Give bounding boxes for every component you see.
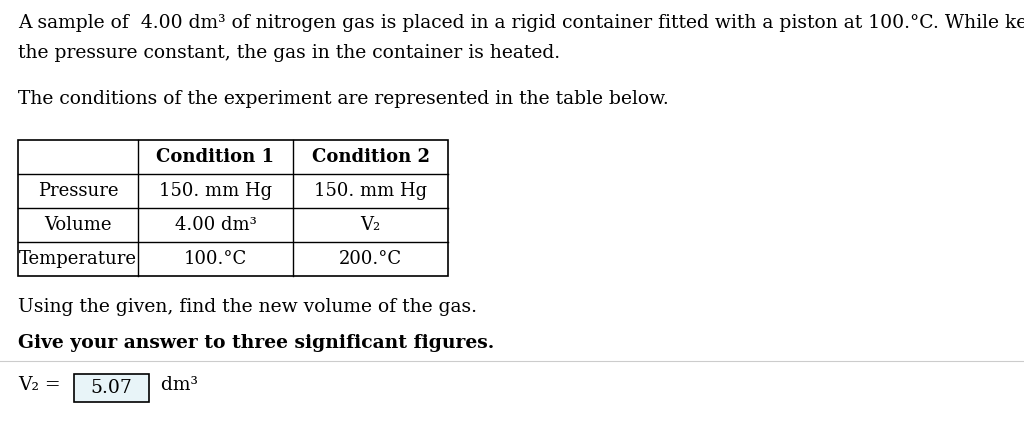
Text: 150. mm Hg: 150. mm Hg <box>314 182 427 200</box>
Text: Volume: Volume <box>44 216 112 234</box>
Text: Pressure: Pressure <box>38 182 118 200</box>
Text: the pressure constant, the gas in the container is heated.: the pressure constant, the gas in the co… <box>18 44 560 62</box>
Text: dm³: dm³ <box>155 376 198 394</box>
Text: Condition 2: Condition 2 <box>311 148 429 166</box>
Text: 200.°C: 200.°C <box>339 250 402 268</box>
Text: Give your answer to three significant figures.: Give your answer to three significant fi… <box>18 334 495 352</box>
Bar <box>74 374 150 402</box>
Text: 5.07: 5.07 <box>90 379 132 397</box>
Text: Condition 1: Condition 1 <box>157 148 274 166</box>
Bar <box>18 140 449 276</box>
Text: 4.00 dm³: 4.00 dm³ <box>175 216 256 234</box>
Text: V₂: V₂ <box>360 216 381 234</box>
Text: Temperature: Temperature <box>19 250 137 268</box>
Text: 150. mm Hg: 150. mm Hg <box>159 182 272 200</box>
Text: Using the given, find the new volume of the gas.: Using the given, find the new volume of … <box>18 298 477 316</box>
Text: A sample of  4.00 dm³ of nitrogen gas is placed in a rigid container fitted with: A sample of 4.00 dm³ of nitrogen gas is … <box>18 14 1024 32</box>
Text: V₂ =: V₂ = <box>18 376 67 394</box>
Text: The conditions of the experiment are represented in the table below.: The conditions of the experiment are rep… <box>18 90 669 108</box>
Text: 100.°C: 100.°C <box>184 250 247 268</box>
